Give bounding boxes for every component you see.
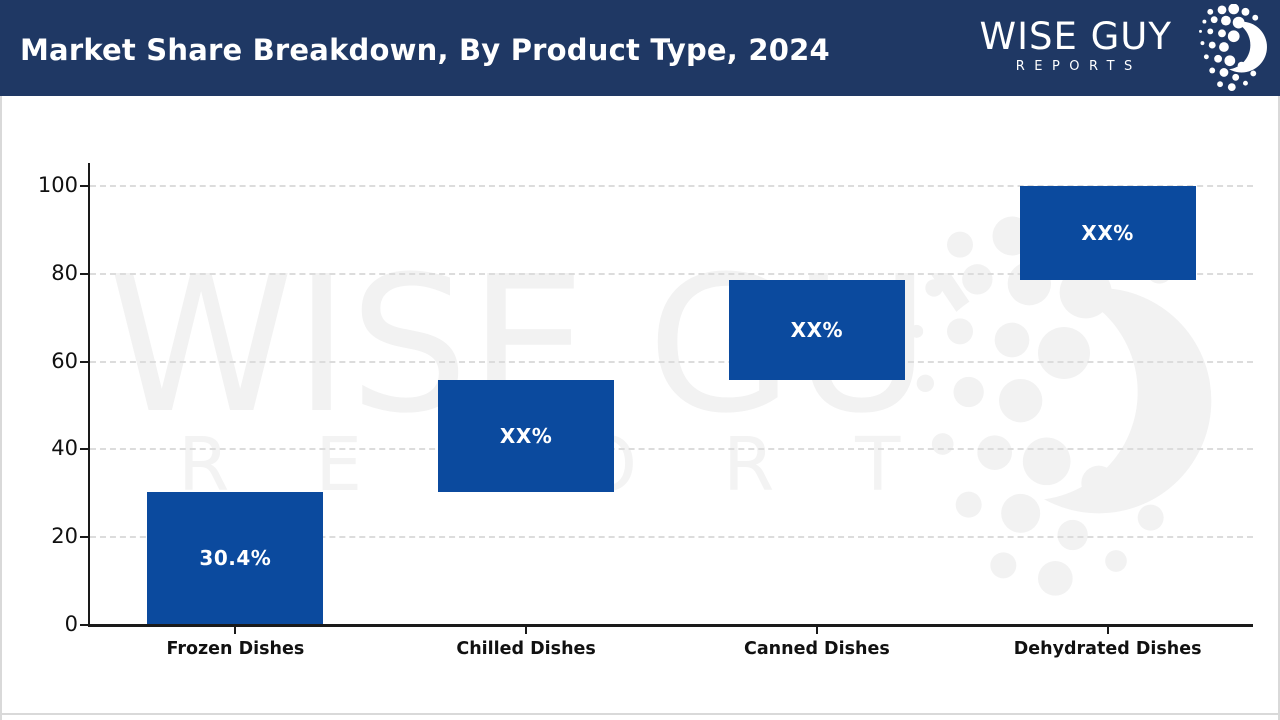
logo-wordmark: WISE GUY [979,15,1172,58]
x-category-label: Dehydrated Dishes [1013,639,1202,659]
page-title: Market Share Breakdown, By Product Type,… [20,33,830,67]
x-axis-line [88,624,1253,627]
y-tick-label: 0 [64,612,78,636]
y-tick-mark [80,360,88,363]
x-tick-mark [525,627,528,634]
logo-text: WISE GUY REPORTS [979,15,1172,74]
gridline [90,360,1253,363]
y-tick-mark [80,624,88,626]
y-tick-label: 100 [37,173,78,197]
bar-value-label: XX% [790,318,844,343]
x-tick-mark [815,627,818,634]
wiseguy-face-icon [1199,4,1267,92]
wiseguy-logo: WISE GUY REPORTS [980,0,1270,96]
y-tick-mark [80,536,88,539]
x-tick-mark [1106,627,1109,634]
y-tick-mark [80,185,88,187]
header: Market Share Breakdown, By Product Type,… [0,0,1280,96]
bar: 30.4% [147,491,324,625]
y-tick-mark [80,448,88,451]
bar: XX% [438,380,615,492]
x-category-label: Frozen Dishes [166,639,305,659]
x-category-label: Canned Dishes [744,639,890,659]
logo-subtext: REPORTS [1015,58,1142,74]
frame-right-line [1278,0,1280,720]
gridline [90,536,1253,539]
y-axis-line [88,163,90,626]
frame-bottom-line [0,713,1280,715]
x-category-label: Chilled Dishes [456,639,596,659]
y-tick-label: 60 [51,348,78,373]
bar-value-label: XX% [499,423,553,448]
gridline [90,448,1253,451]
gridline [90,272,1253,275]
y-tick-mark [80,272,88,275]
gridline [90,185,1253,187]
y-tick-label: 40 [51,436,78,461]
bar: XX% [1019,186,1196,281]
y-tick-label: 20 [51,524,78,549]
bar-value-label: 30.4% [199,546,272,571]
y-tick-label: 80 [51,260,78,285]
bar: XX% [728,280,905,381]
frame-left-line [0,0,2,720]
bar-value-label: XX% [1081,221,1134,246]
x-tick-mark [234,627,237,634]
